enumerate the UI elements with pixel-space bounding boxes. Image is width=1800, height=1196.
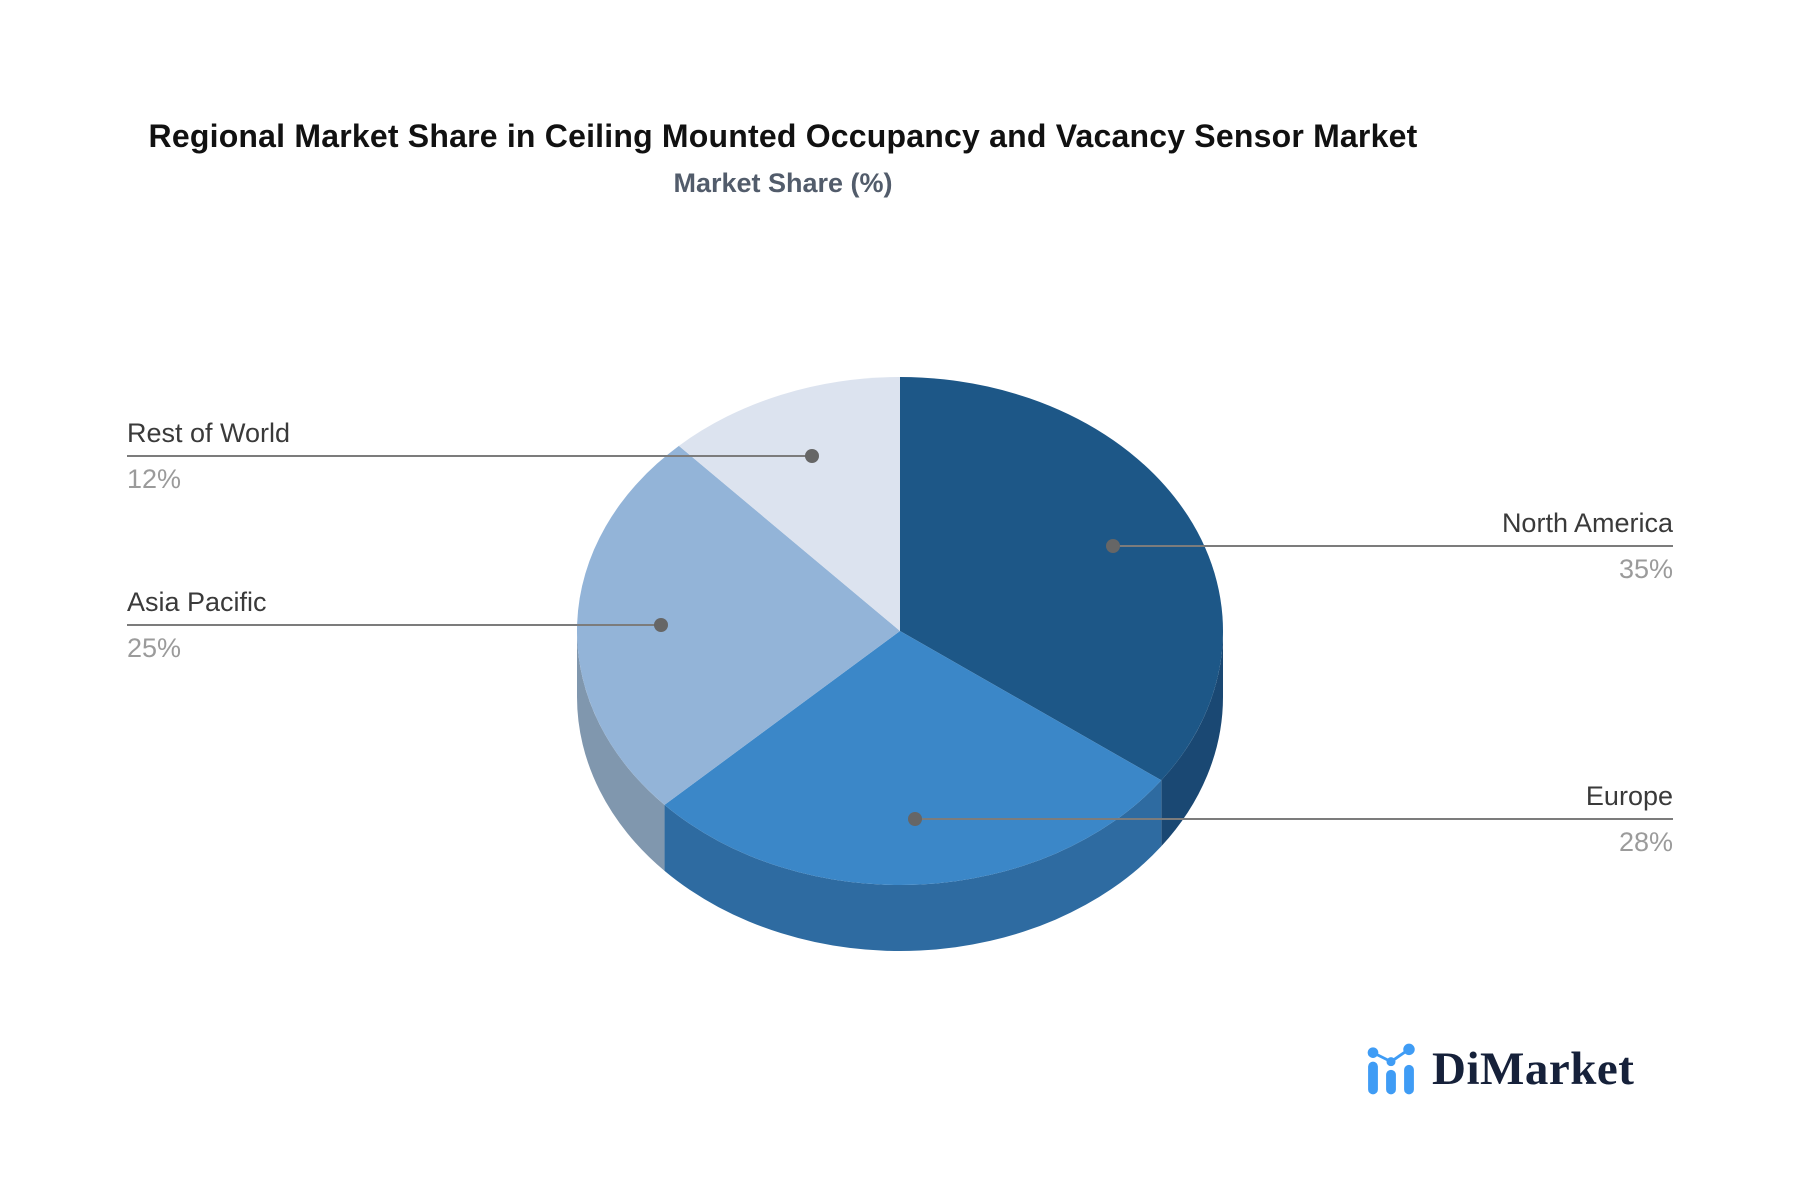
bar-line-chart-icon bbox=[1367, 1043, 1415, 1095]
brand-name: DiMarket bbox=[1432, 1043, 1635, 1095]
pie-slice-europe bbox=[664, 631, 1162, 885]
chart-subtitle: Market Share (%) bbox=[673, 168, 893, 198]
pie-slice-side-europe bbox=[664, 780, 1162, 951]
chart-title: Regional Market Share in Ceiling Mounted… bbox=[148, 118, 1418, 154]
leader-dot-asia-pacific bbox=[654, 618, 668, 632]
pie-slice-side-asia-pacific bbox=[577, 631, 665, 871]
pie-slice-asia-pacific bbox=[577, 445, 900, 805]
leader-dot-rest-of-world bbox=[805, 449, 819, 463]
leader-dot-europe bbox=[908, 812, 922, 826]
brand-logo: DiMarket bbox=[1363, 1042, 1634, 1096]
pie-slice-side-north-america bbox=[1161, 631, 1223, 847]
pie-slice-north-america bbox=[900, 377, 1223, 781]
leader-dot-north-america bbox=[1106, 539, 1120, 553]
pie-slice-rest-of-world bbox=[678, 377, 900, 631]
